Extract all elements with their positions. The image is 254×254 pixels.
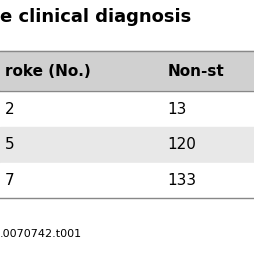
Text: 133: 133 [168,173,197,188]
Bar [0,51,254,91]
Text: roke (No.): roke (No.) [5,64,91,79]
Text: 13: 13 [168,102,187,117]
Text: Non-st: Non-st [168,64,224,79]
Text: 120: 120 [168,137,197,152]
Bar [0,127,254,163]
Text: 5: 5 [5,137,15,152]
Text: 2: 2 [5,102,15,117]
Text: .0070742.t001: .0070742.t001 [0,229,82,239]
Text: 7: 7 [5,173,15,188]
Text: e clinical diagnosis: e clinical diagnosis [0,8,191,26]
Bar [0,163,254,198]
Bar [0,91,254,127]
